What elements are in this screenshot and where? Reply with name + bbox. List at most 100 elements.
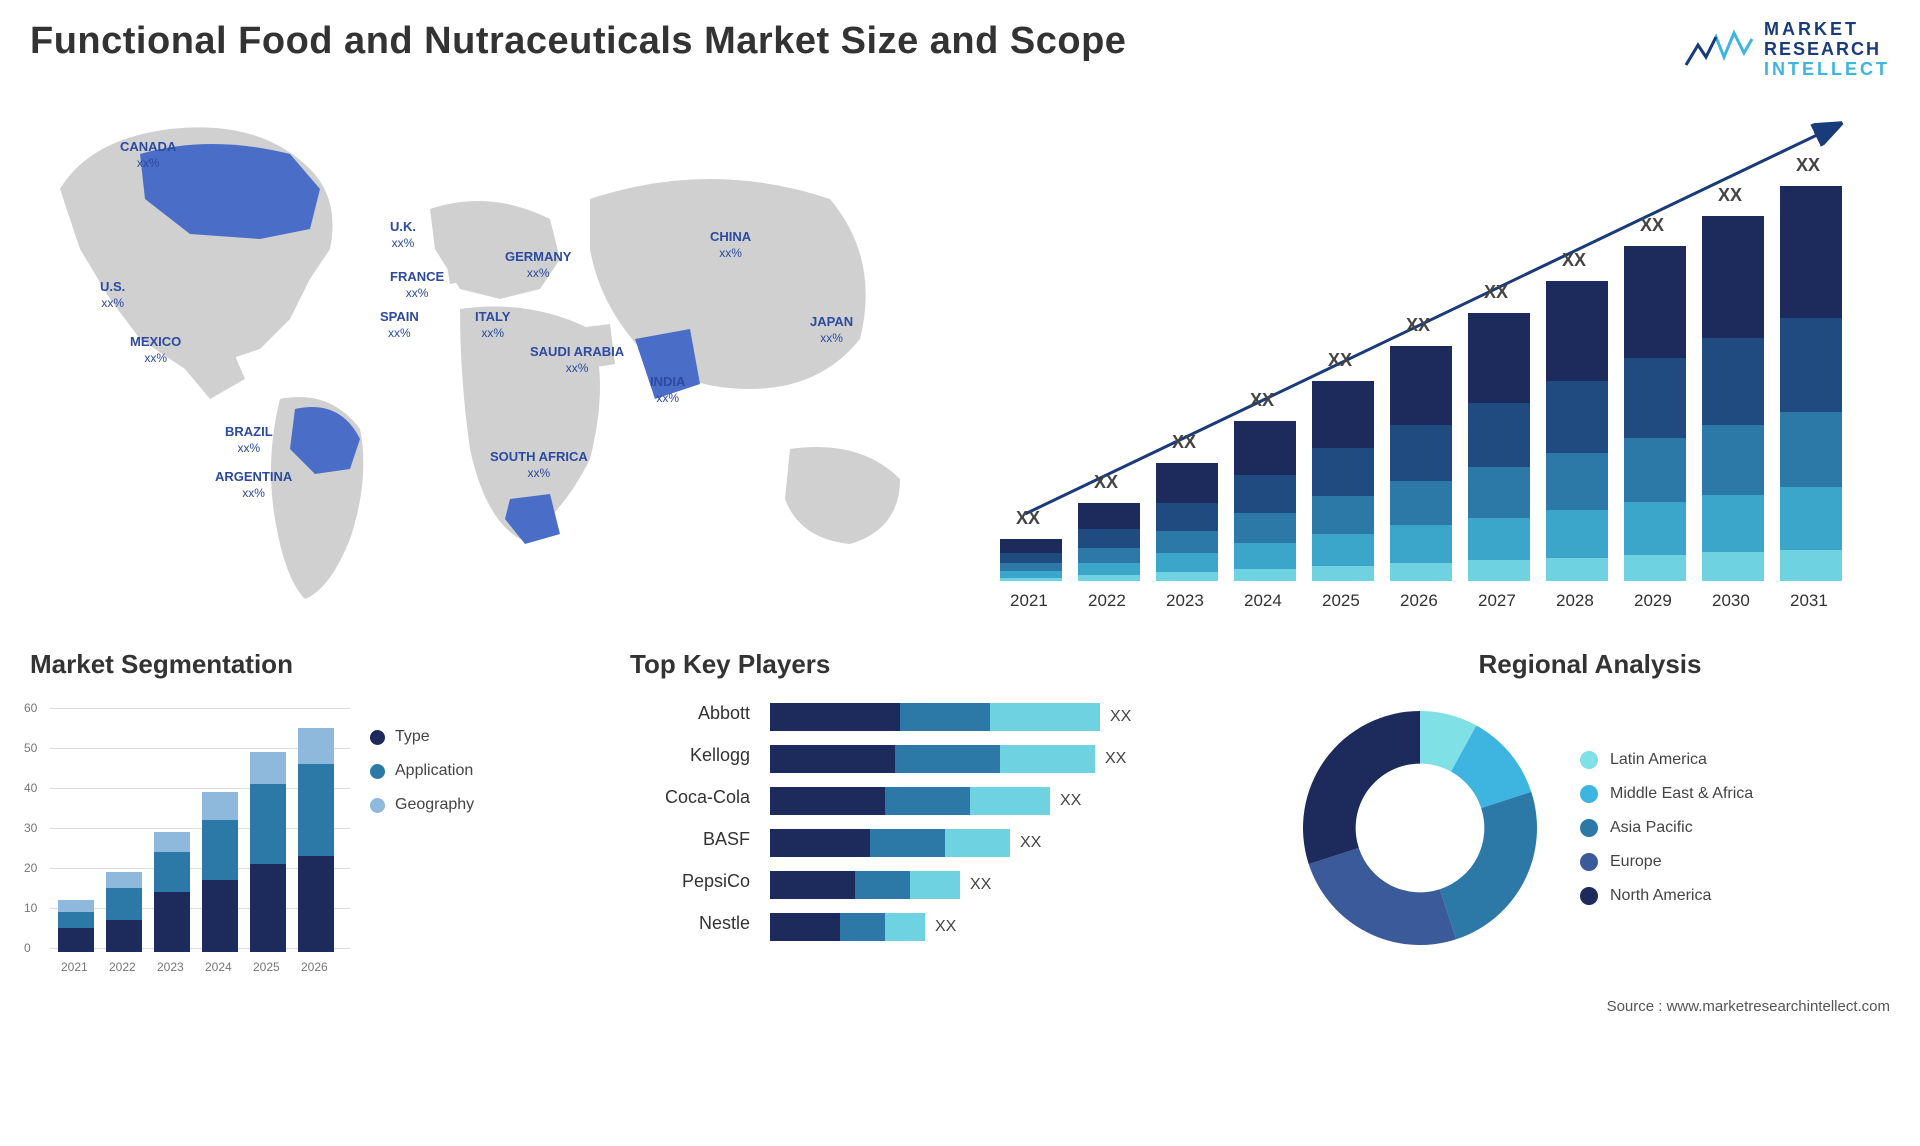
map-label: CHINAxx% bbox=[710, 229, 751, 260]
logo-icon bbox=[1684, 27, 1754, 72]
forecast-x-label: 2022 bbox=[1088, 591, 1126, 611]
key-player-label: BASF bbox=[630, 829, 750, 857]
map-label: ITALYxx% bbox=[475, 309, 510, 340]
map-label: ARGENTINAxx% bbox=[215, 469, 292, 500]
forecast-value-label: XX bbox=[1016, 508, 1040, 529]
forecast-x-label: 2021 bbox=[1010, 591, 1048, 611]
key-player-value: XX bbox=[970, 876, 991, 894]
key-player-value: XX bbox=[1105, 750, 1126, 768]
forecast-bar bbox=[1702, 216, 1764, 581]
segmentation-x-label: 2022 bbox=[109, 960, 136, 974]
forecast-bar bbox=[1078, 503, 1140, 581]
segmentation-x-label: 2021 bbox=[61, 960, 88, 974]
key-player-label: Nestle bbox=[630, 913, 750, 941]
segmentation-x-label: 2024 bbox=[205, 960, 232, 974]
map-label: JAPANxx% bbox=[810, 314, 853, 345]
donut-chart bbox=[1290, 698, 1550, 958]
segmentation-y-tick: 10 bbox=[24, 901, 37, 915]
segmentation-legend: TypeApplicationGeography bbox=[370, 728, 474, 978]
forecast-bar bbox=[1546, 281, 1608, 581]
logo-line-2: RESEARCH bbox=[1764, 40, 1890, 60]
logo-line-3: INTELLECT bbox=[1764, 60, 1890, 80]
donut-legend-item: Latin America bbox=[1580, 751, 1753, 769]
forecast-value-label: XX bbox=[1172, 432, 1196, 453]
forecast-bar bbox=[1468, 313, 1530, 581]
brand-logo: MARKET RESEARCH INTELLECT bbox=[1684, 20, 1890, 79]
map-label: CANADAxx% bbox=[120, 139, 176, 170]
forecast-value-label: XX bbox=[1796, 155, 1820, 176]
forecast-bar bbox=[1234, 421, 1296, 581]
segmentation-legend-item: Type bbox=[370, 728, 474, 746]
bottom-row: Market Segmentation 01020304050602021202… bbox=[30, 649, 1890, 978]
map-label: SOUTH AFRICAxx% bbox=[490, 449, 588, 480]
map-label: SAUDI ARABIAxx% bbox=[530, 344, 624, 375]
forecast-x-label: 2030 bbox=[1712, 591, 1750, 611]
key-player-row: XX bbox=[770, 913, 1250, 941]
forecast-chart-panel: 2021 XX 2022 XX 2023 XX 2024 XX 2025 XX 2026 XX 2027… bbox=[990, 99, 1890, 619]
segmentation-y-tick: 50 bbox=[24, 741, 37, 755]
segmentation-x-label: 2023 bbox=[157, 960, 184, 974]
forecast-value-label: XX bbox=[1250, 390, 1274, 411]
forecast-x-label: 2028 bbox=[1556, 591, 1594, 611]
segmentation-x-label: 2026 bbox=[301, 960, 328, 974]
forecast-x-label: 2024 bbox=[1244, 591, 1282, 611]
forecast-x-label: 2029 bbox=[1634, 591, 1672, 611]
forecast-bar bbox=[1624, 246, 1686, 581]
map-label: U.K.xx% bbox=[390, 219, 416, 250]
segmentation-y-tick: 20 bbox=[24, 861, 37, 875]
segmentation-bar bbox=[202, 792, 238, 952]
logo-text: MARKET RESEARCH INTELLECT bbox=[1764, 20, 1890, 79]
segmentation-x-label: 2025 bbox=[253, 960, 280, 974]
donut-legend-item: Middle East & Africa bbox=[1580, 785, 1753, 803]
key-players-bars: XXXXXXXXXXXX bbox=[770, 703, 1250, 941]
map-label: BRAZILxx% bbox=[225, 424, 273, 455]
key-player-row: XX bbox=[770, 787, 1250, 815]
forecast-bar bbox=[1780, 186, 1842, 581]
regional-title: Regional Analysis bbox=[1290, 649, 1890, 680]
forecast-x-label: 2027 bbox=[1478, 591, 1516, 611]
segmentation-bar bbox=[58, 900, 94, 952]
forecast-value-label: XX bbox=[1406, 315, 1430, 336]
map-label: U.S.xx% bbox=[100, 279, 125, 310]
map-label: GERMANYxx% bbox=[505, 249, 571, 280]
key-player-row: XX bbox=[770, 871, 1250, 899]
key-player-value: XX bbox=[935, 918, 956, 936]
forecast-x-label: 2023 bbox=[1166, 591, 1204, 611]
top-row: CANADAxx% U.S.xx%MEXICOxx% BRAZILxx% ARGENT… bbox=[30, 99, 1890, 619]
map-label: MEXICOxx% bbox=[130, 334, 181, 365]
forecast-bar bbox=[1390, 346, 1452, 581]
segmentation-chart: 0102030405060202120222023202420252026 bbox=[30, 698, 350, 978]
forecast-value-label: XX bbox=[1562, 250, 1586, 271]
forecast-value-label: XX bbox=[1718, 185, 1742, 206]
forecast-x-label: 2025 bbox=[1322, 591, 1360, 611]
segmentation-y-tick: 0 bbox=[24, 941, 31, 955]
map-label: FRANCExx% bbox=[390, 269, 444, 300]
donut-legend-item: Asia Pacific bbox=[1580, 819, 1753, 837]
segmentation-bar bbox=[250, 752, 286, 952]
logo-line-1: MARKET bbox=[1764, 20, 1890, 40]
regional-section: Regional Analysis Latin America Middle Ea… bbox=[1290, 649, 1890, 978]
key-player-row: XX bbox=[770, 745, 1250, 773]
donut-legend-item: Europe bbox=[1580, 853, 1753, 871]
donut-legend-item: North America bbox=[1580, 887, 1753, 905]
world-map-panel: CANADAxx% U.S.xx%MEXICOxx% BRAZILxx% ARGENT… bbox=[30, 99, 950, 619]
segmentation-title: Market Segmentation bbox=[30, 649, 590, 680]
segmentation-section: Market Segmentation 01020304050602021202… bbox=[30, 649, 590, 978]
segmentation-bar bbox=[106, 872, 142, 952]
key-player-label: PepsiCo bbox=[630, 871, 750, 899]
donut-legend: Latin America Middle East & Africa Asia Pa… bbox=[1580, 751, 1753, 905]
source-line: Source : www.marketresearchintellect.com bbox=[30, 998, 1890, 1015]
forecast-x-label: 2031 bbox=[1790, 591, 1828, 611]
forecast-value-label: XX bbox=[1328, 350, 1352, 371]
key-player-label: Coca-Cola bbox=[630, 787, 750, 815]
segmentation-bar bbox=[154, 832, 190, 952]
header: Functional Food and Nutraceuticals Marke… bbox=[30, 20, 1890, 79]
segmentation-legend-item: Application bbox=[370, 762, 474, 780]
key-players-section: Top Key Players AbbottKelloggCoca-ColaBA… bbox=[630, 649, 1250, 978]
forecast-x-label: 2026 bbox=[1400, 591, 1438, 611]
donut-slice bbox=[1309, 848, 1456, 945]
key-player-value: XX bbox=[1020, 834, 1041, 852]
key-player-row: XX bbox=[770, 829, 1250, 857]
map-label: INDIAxx% bbox=[650, 374, 685, 405]
forecast-value-label: XX bbox=[1484, 282, 1508, 303]
